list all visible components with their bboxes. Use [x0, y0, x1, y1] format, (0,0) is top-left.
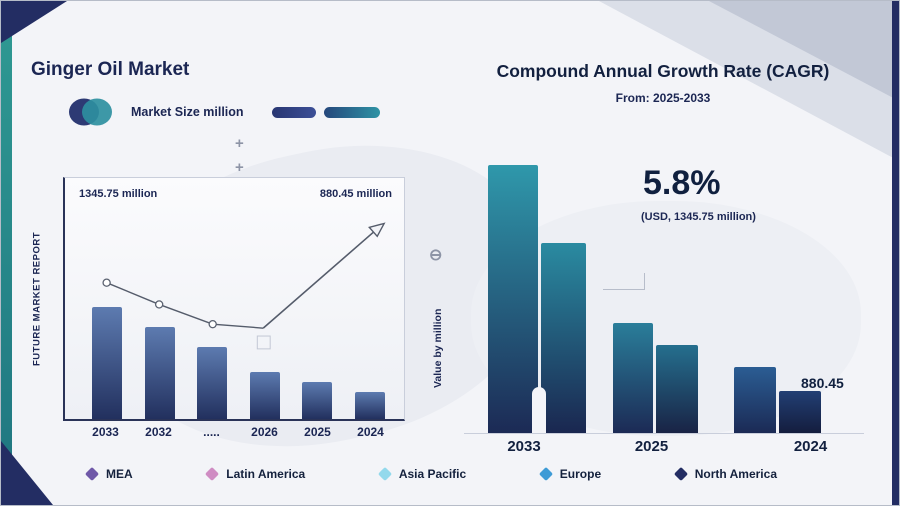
left-chart-y-axis-label: FUTURE MARKET REPORT — [31, 231, 43, 367]
cagr-subtitle: From: 2025-2033 — [615, 91, 711, 105]
x-label: 2033 — [92, 425, 119, 439]
diamond-icon — [673, 466, 688, 482]
legend-label: Europe — [559, 467, 602, 481]
region-legend: MEA Latin America Asia Pacific Europe No… — [84, 466, 777, 482]
bar-2025 — [302, 382, 333, 419]
legend-item-mea: MEA — [84, 466, 133, 482]
diamond-icon — [205, 466, 220, 482]
legend-pill-navy — [271, 106, 316, 118]
legend-label: North America — [694, 467, 777, 481]
left-chart-start-value: 1345.75 million — [79, 188, 158, 200]
legend-label: MEA — [106, 467, 133, 481]
diamond-icon — [538, 466, 553, 482]
diamond-icon — [84, 466, 100, 482]
page-title: Ginger Oil Market — [31, 59, 190, 80]
plus-icon: + — [235, 135, 244, 152]
right-bar-chart — [456, 151, 868, 434]
bar-2033-series-1 — [488, 165, 538, 433]
legend-item-north-america: North America — [673, 466, 777, 482]
cagr-detail: (USD, 1345.75 million) — [641, 211, 756, 223]
diamond-icon — [377, 466, 392, 482]
x-label: ..... — [203, 425, 220, 439]
bar-2026 — [249, 372, 280, 419]
bar-2033 — [92, 307, 123, 419]
bar-2025-series-2 — [656, 345, 698, 433]
bar-2032 — [144, 327, 175, 419]
x-label: 2024 — [357, 425, 384, 439]
market-size-legend: Market Size million — [67, 97, 380, 127]
x-label-2025: 2025 — [634, 438, 669, 455]
bottom-left-corner-triangle — [1, 441, 53, 505]
top-left-corner-triangle — [1, 1, 67, 43]
x-label: 2026 — [251, 425, 278, 439]
left-chart-end-value: 880.45 million — [319, 188, 392, 200]
legend-item-europe: Europe — [538, 466, 602, 482]
cagr-title: Compound Annual Growth Rate (CAGR) — [496, 61, 830, 81]
left-edge-strip — [1, 1, 12, 505]
bar-notch-decoration — [532, 387, 546, 433]
left-bar-chart: 1345.75 million 880.45 million — [63, 177, 405, 421]
left-chart-x-axis: 2033 2032 ..... 2026 2025 2024 — [63, 425, 405, 439]
bar-2033-series-2 — [541, 243, 586, 433]
cagr-value: 5.8% — [643, 164, 721, 202]
right-chart-y-axis-label: Value by million — [432, 308, 444, 388]
legend-label: Latin America — [226, 467, 306, 481]
legend-item-asia-pacific: Asia Pacific — [377, 466, 467, 482]
bar-2025-series-1 — [613, 323, 653, 433]
circle-minus-icon: ⊖ — [429, 247, 443, 264]
legend-pills — [271, 106, 380, 118]
x-label: 2032 — [145, 425, 172, 439]
plus-icon: + — [235, 159, 244, 176]
right-edge-strip — [892, 1, 899, 505]
x-label-2024: 2024 — [793, 438, 828, 455]
step-line-decoration — [603, 273, 645, 290]
legend-pill-teal — [323, 106, 380, 118]
end-value-label: 880.45 — [801, 375, 844, 391]
x-label-2033: 2033 — [507, 438, 541, 455]
trend-line-arrow — [102, 222, 386, 350]
market-size-icon — [69, 98, 112, 126]
x-label: 2025 — [304, 425, 331, 439]
legend-label: Asia Pacific — [398, 467, 467, 481]
legend-item-latin-america: Latin America — [205, 466, 306, 482]
bar-2024-series-2 — [779, 391, 821, 433]
market-size-label: Market Size million — [131, 105, 244, 119]
bar-ellipsis — [197, 347, 228, 419]
left-chart-bars — [65, 178, 404, 419]
bar-2024 — [354, 392, 385, 419]
bar-2024-series-1 — [734, 367, 776, 433]
